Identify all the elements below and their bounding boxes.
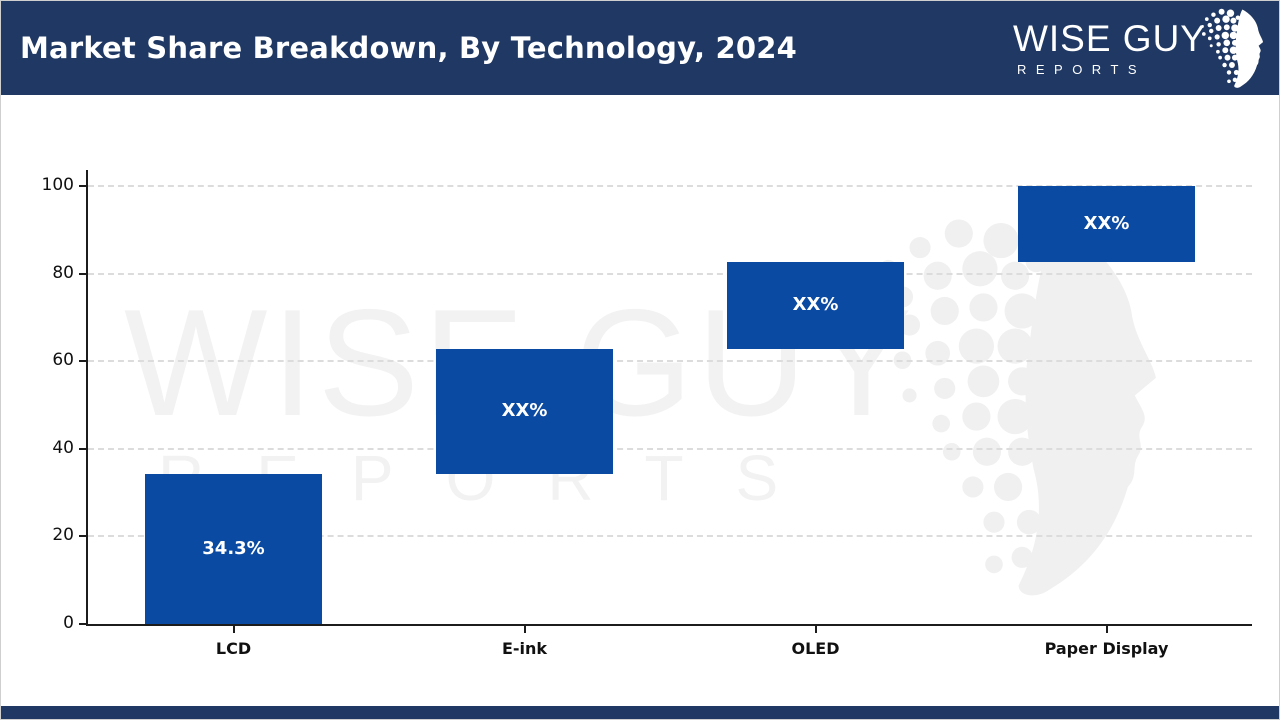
bar-value-label: XX% (501, 400, 548, 422)
brand-logo: WISE GUY REPORTS (1013, 6, 1266, 90)
bar-value-label: 34.3% (202, 537, 265, 559)
x-axis-tick (232, 626, 235, 633)
y-axis-label: 60 (52, 350, 74, 371)
x-axis-tick (523, 626, 526, 633)
brand-subname: REPORTS (1016, 61, 1147, 77)
x-axis-label: OLED (791, 639, 840, 658)
y-axis-label: 100 (41, 175, 74, 195)
x-axis-label: E-ink (501, 639, 548, 658)
grid-line (88, 360, 1252, 363)
y-axis-tick (79, 447, 88, 450)
y-axis-tick (79, 272, 88, 275)
y-axis-label: 40 (52, 437, 74, 458)
bar-paper-display (1018, 186, 1195, 262)
y-axis-label: 20 (52, 525, 74, 546)
chart-title: Market Share Breakdown, By Technology, 2… (20, 30, 798, 65)
footer-bar (0, 706, 1280, 720)
y-axis-tick (79, 185, 88, 187)
bar-lcd (145, 473, 322, 624)
grid-line (88, 447, 1252, 450)
brand-head-icon (1192, 7, 1266, 89)
y-axis-label: 80 (52, 262, 74, 283)
y-axis (86, 170, 88, 626)
grid-line (88, 535, 1252, 538)
y-axis-tick (79, 360, 88, 363)
x-axis-tick (1105, 626, 1108, 633)
bar-e-ink (436, 348, 613, 474)
y-axis-tick (79, 535, 88, 538)
brand-name: WISE GUY (1012, 17, 1206, 59)
grid-line (88, 272, 1252, 275)
bar-value-label: XX% (792, 294, 839, 316)
bar-value-label: XX% (1083, 212, 1130, 234)
x-axis-tick (814, 626, 817, 633)
grid-line (88, 185, 1252, 187)
x-axis-label: Paper Display (1044, 639, 1169, 658)
x-axis (86, 624, 1252, 626)
header-bar: Market Share Breakdown, By Technology, 2… (0, 0, 1280, 95)
y-axis-label: 0 (63, 613, 74, 633)
bar-oled (727, 261, 904, 349)
x-axis-label: LCD (215, 639, 252, 658)
y-axis-tick (79, 623, 88, 625)
